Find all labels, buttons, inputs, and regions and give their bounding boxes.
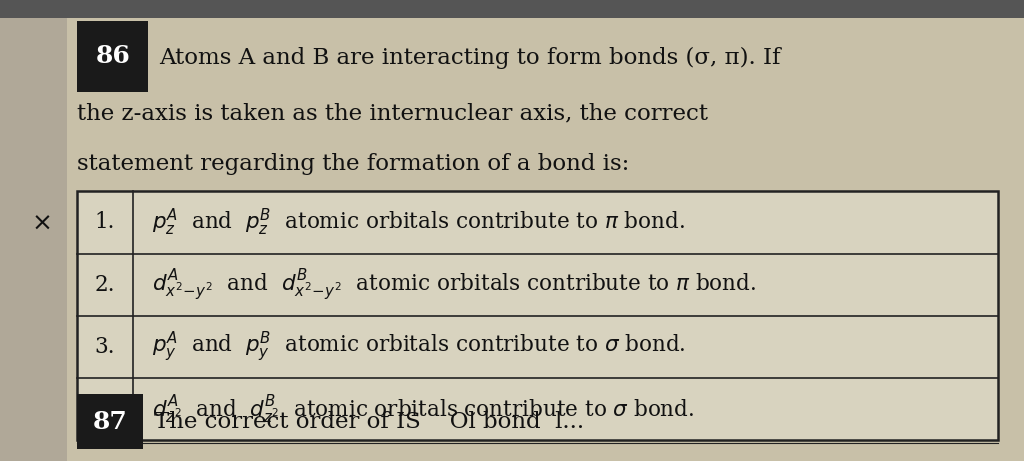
Bar: [77, 394, 143, 449]
Text: the z-axis is taken as the internuclear axis, the correct: the z-axis is taken as the internuclear …: [77, 102, 708, 124]
Bar: [77, 191, 998, 440]
Text: 4.: 4.: [94, 398, 115, 420]
Text: The correct order of IS    Ol bond  l...: The correct order of IS Ol bond l...: [154, 411, 584, 433]
Text: statement regarding the formation of a bond is:: statement regarding the formation of a b…: [77, 153, 629, 175]
Bar: [77, 191, 998, 440]
Text: $d_{x^2\!-\!y^2}^{A}$  and  $d_{x^2\!-\!y^2}^{B}$  atomic orbitals contribute to: $d_{x^2\!-\!y^2}^{A}$ and $d_{x^2\!-\!y^…: [152, 266, 756, 303]
Text: 86: 86: [95, 44, 130, 69]
Text: $p_z^A$  and  $p_z^B$  atomic orbitals contribute to $\pi$ bond.: $p_z^A$ and $p_z^B$ atomic orbitals cont…: [152, 207, 684, 238]
Bar: [0, 0, 67, 461]
Text: 87: 87: [93, 410, 127, 434]
Text: 2.: 2.: [94, 274, 115, 296]
Bar: [0, 0, 1024, 18]
Text: Atoms A and B are interacting to form bonds (σ, π). If: Atoms A and B are interacting to form bo…: [159, 47, 780, 69]
Bar: [77, 21, 148, 92]
Text: $d_{z^2}^{A}$  and  $d_{z^2}^{B}$  atomic orbitals contribute to $\sigma$ bond.: $d_{z^2}^{A}$ and $d_{z^2}^{B}$ atomic o…: [152, 392, 694, 426]
Text: 3.: 3.: [94, 336, 115, 358]
Text: $\times$: $\times$: [31, 210, 51, 235]
Text: 1.: 1.: [94, 212, 115, 233]
Text: $p_y^A$  and  $p_y^B$  atomic orbitals contribute to $\sigma$ bond.: $p_y^A$ and $p_y^B$ atomic orbitals cont…: [152, 330, 685, 364]
